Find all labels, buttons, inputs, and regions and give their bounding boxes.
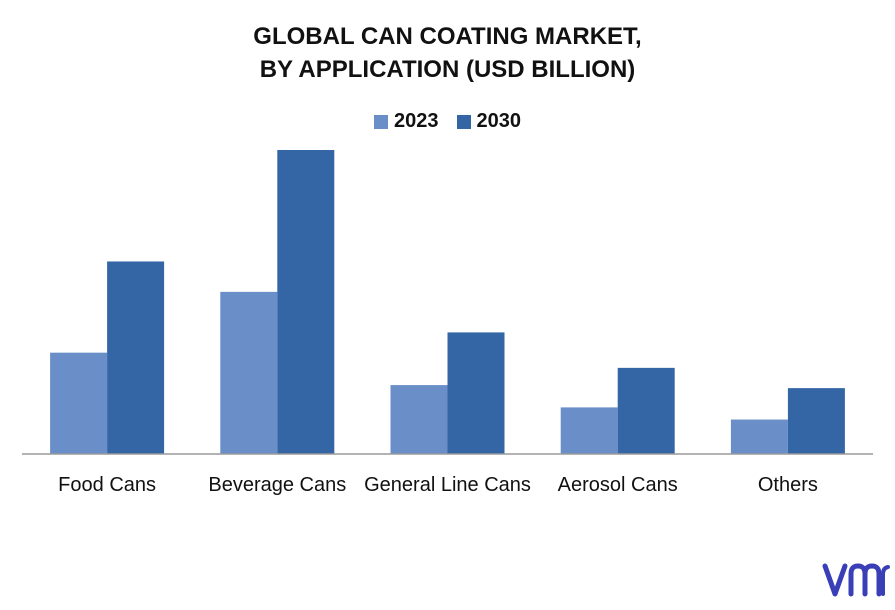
- legend-item-2023: 2023: [374, 110, 439, 133]
- bar-2023-aerosol-cans: [560, 407, 618, 454]
- x-tick-label: Food Cans: [58, 474, 156, 496]
- bar-2023-general-line-cans: [390, 385, 448, 454]
- x-tick-label: General Line Cans: [364, 474, 531, 496]
- bar-2030-food-cans: [107, 261, 165, 454]
- legend-label-2023: 2023: [394, 110, 439, 132]
- legend-item-2030: 2030: [456, 110, 522, 133]
- vmr-logo-icon: [822, 563, 890, 597]
- bar-2030-aerosol-cans: [617, 367, 675, 454]
- bar-2023-others: [730, 419, 788, 454]
- x-tick-label: Beverage Cans: [208, 474, 346, 496]
- bar-2030-others: [787, 388, 845, 454]
- bar-2023-beverage-cans: [220, 291, 278, 454]
- x-tick-label: Others: [758, 474, 818, 496]
- legend-label-2030: 2030: [476, 110, 522, 132]
- bar-2030-beverage-cans: [277, 150, 335, 454]
- bar-2023-food-cans: [50, 352, 108, 454]
- bar-2030-general-line-cans: [447, 332, 505, 454]
- chart-title-line-1: GLOBAL CAN COATING MARKET,: [253, 23, 642, 50]
- x-tick-label: Aerosol Cans: [558, 474, 678, 496]
- legend-swatch-2023: [374, 114, 388, 129]
- legend-swatch-2030: [456, 114, 471, 129]
- chart-title: GLOBAL CAN COATING MARKET, BY APPLICATIO…: [0, 20, 895, 86]
- chart-title-line-2: BY APPLICATION (USD BILLION): [259, 56, 636, 83]
- chart-legend: 2023 2030: [0, 110, 895, 133]
